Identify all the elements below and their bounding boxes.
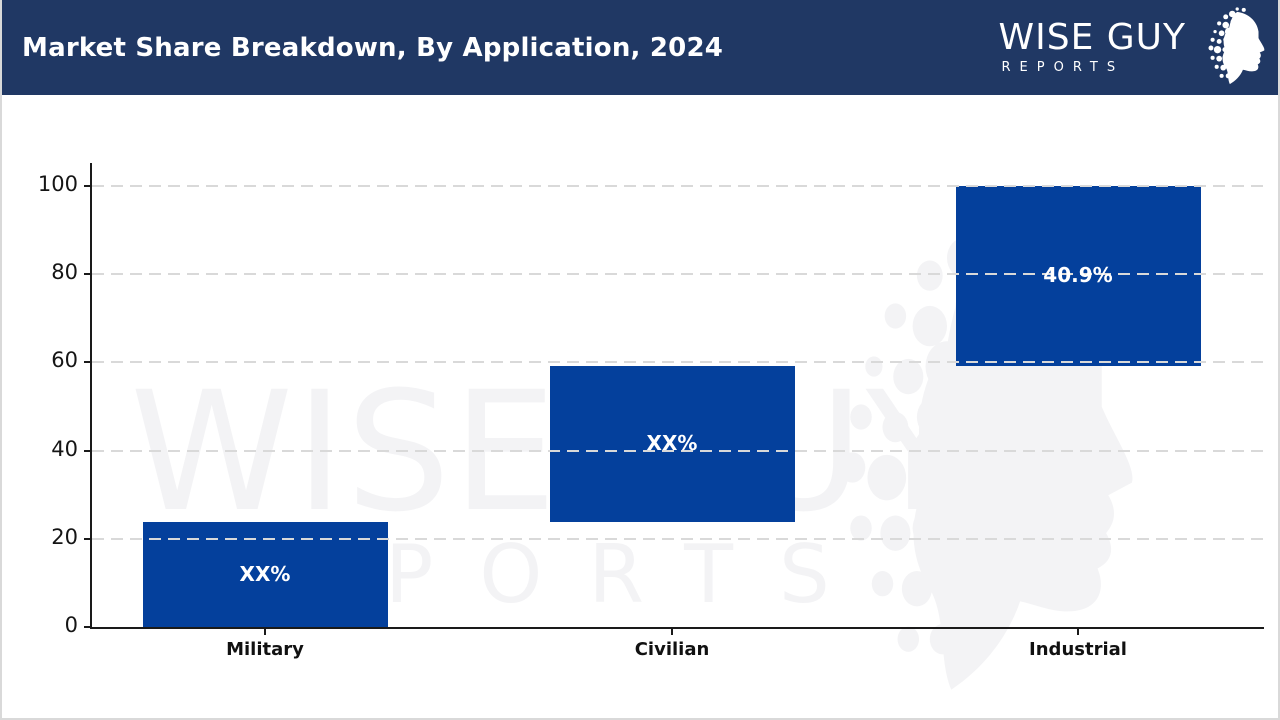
y-axis-tick-label: 20	[51, 524, 78, 549]
chart-area: WISE GUY REPORTS 020406080100XX%Military…	[2, 95, 1278, 718]
bar-industrial	[955, 186, 1201, 367]
header-banner: Market Share Breakdown, By Application, …	[2, 0, 1278, 95]
y-axis-tick	[84, 449, 92, 452]
bar-value-label: XX%	[646, 431, 698, 456]
gridline	[92, 449, 1264, 452]
bar-value-label: XX%	[239, 561, 291, 586]
y-axis-tick	[84, 185, 92, 187]
gridline	[92, 273, 1264, 276]
x-axis-line	[90, 627, 1264, 629]
y-axis-line	[90, 163, 92, 629]
y-axis-tick-label: 0	[64, 613, 78, 637]
x-axis-tick	[1077, 627, 1079, 635]
x-axis-tick	[264, 627, 266, 635]
y-axis-tick-label: 100	[37, 172, 78, 196]
logo-wordmark: WISE GUY	[998, 17, 1186, 58]
y-axis-tick	[84, 273, 92, 276]
x-axis-tick	[671, 627, 673, 635]
watermark-text: WISE GUY	[130, 356, 967, 548]
gridline	[92, 361, 1264, 364]
bar-value-label: 40.9%	[1043, 263, 1113, 288]
x-axis-category-label: Civilian	[634, 639, 710, 660]
wise-guy-logo: WISE GUY REPORTS	[999, 0, 1271, 95]
x-axis-category-label: Military	[226, 639, 304, 660]
logo-text: WISE GUY REPORTS	[998, 17, 1187, 76]
bar-civilian	[549, 366, 795, 523]
y-axis-tick	[84, 537, 92, 540]
y-axis-tick-label: 40	[51, 436, 78, 461]
logo-face-icon	[1208, 6, 1265, 84]
gridline	[92, 185, 1264, 187]
logo-subtext: REPORTS	[1001, 60, 1125, 75]
y-axis-tick	[84, 361, 92, 364]
gridline	[92, 537, 1264, 540]
y-axis-tick-label: 60	[51, 348, 78, 373]
y-axis-tick-label: 80	[51, 260, 78, 285]
y-axis-tick	[84, 626, 92, 628]
x-axis-category-label: Industrial	[1029, 639, 1127, 660]
page-title: Market Share Breakdown, By Application, …	[22, 32, 724, 63]
